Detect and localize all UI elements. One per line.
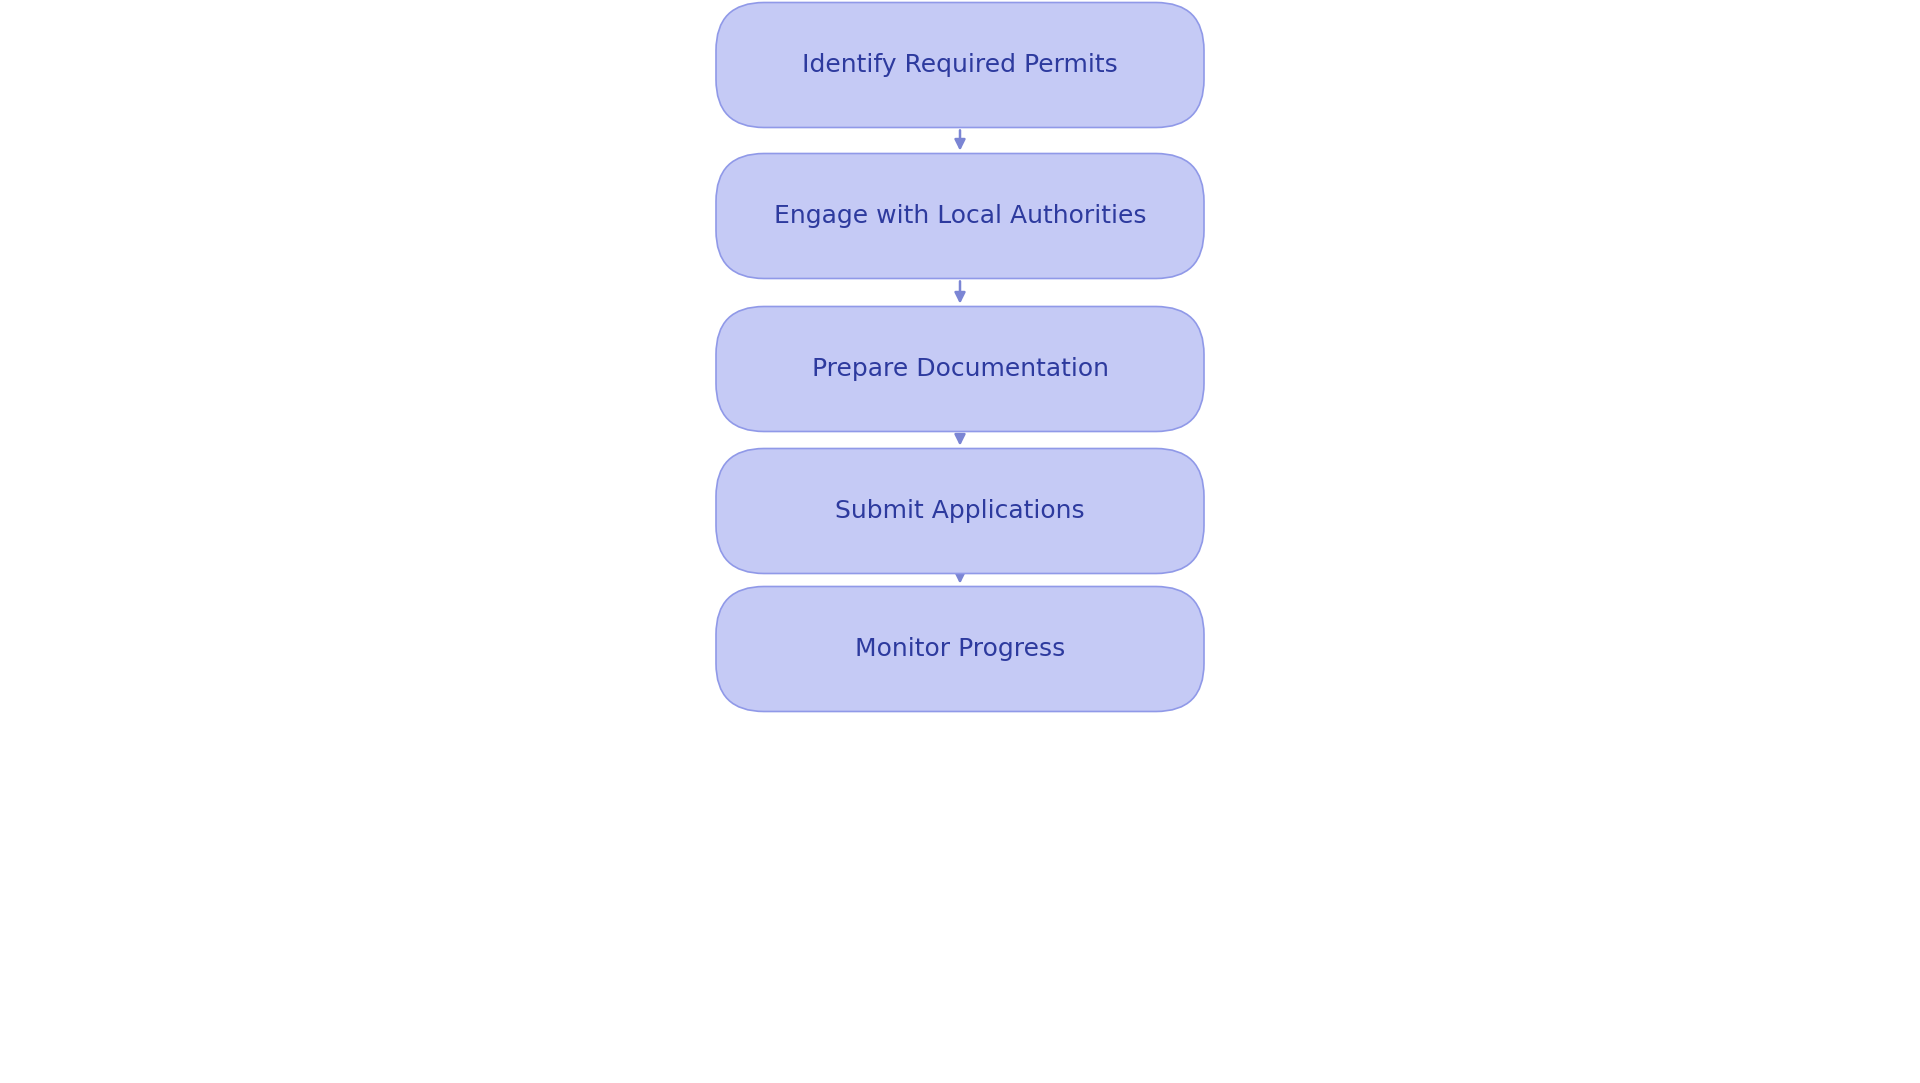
FancyBboxPatch shape <box>716 448 1204 574</box>
FancyBboxPatch shape <box>716 154 1204 278</box>
Text: Identify Required Permits: Identify Required Permits <box>803 53 1117 77</box>
FancyBboxPatch shape <box>716 2 1204 128</box>
Text: Monitor Progress: Monitor Progress <box>854 637 1066 661</box>
Text: Submit Applications: Submit Applications <box>835 499 1085 523</box>
Text: Engage with Local Authorities: Engage with Local Authorities <box>774 204 1146 229</box>
Text: Prepare Documentation: Prepare Documentation <box>812 357 1108 381</box>
FancyBboxPatch shape <box>716 306 1204 431</box>
FancyBboxPatch shape <box>716 587 1204 712</box>
